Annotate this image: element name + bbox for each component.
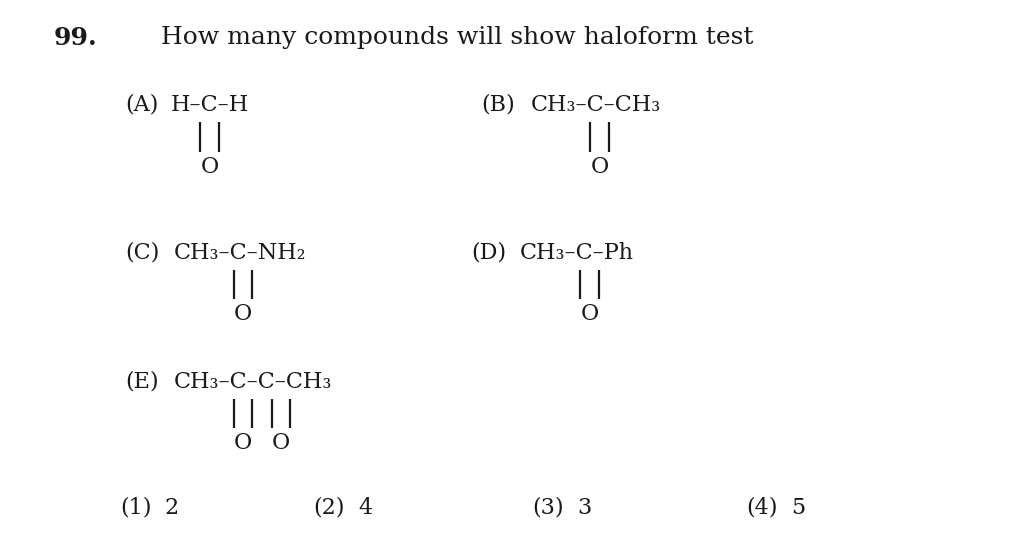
Text: O: O — [581, 304, 598, 325]
Text: 5: 5 — [792, 497, 805, 519]
Text: (A): (A) — [125, 94, 159, 116]
Text: CH₃–C–NH₂: CH₃–C–NH₂ — [174, 242, 306, 264]
Text: (1): (1) — [120, 497, 152, 519]
Text: O: O — [234, 304, 252, 325]
Text: O: O — [201, 156, 219, 178]
Text: 3: 3 — [578, 497, 592, 519]
Text: (4): (4) — [746, 497, 778, 519]
Text: O: O — [591, 156, 608, 178]
Text: 99.: 99. — [53, 26, 97, 50]
Text: How many compounds will show haloform test: How many compounds will show haloform te… — [161, 26, 753, 49]
Text: H–C–H: H–C–H — [171, 94, 249, 116]
Text: (D): (D) — [471, 242, 507, 264]
Text: (3): (3) — [532, 497, 564, 519]
Text: O: O — [271, 432, 290, 454]
Text: CH₃–C–C–CH₃: CH₃–C–C–CH₃ — [174, 371, 332, 393]
Text: CH₃–C–CH₃: CH₃–C–CH₃ — [530, 94, 660, 116]
Text: 4: 4 — [358, 497, 373, 519]
Text: O: O — [234, 432, 252, 454]
Text: (B): (B) — [481, 94, 515, 116]
Text: (C): (C) — [125, 242, 160, 264]
Text: CH₃–C–Ph: CH₃–C–Ph — [520, 242, 634, 264]
Text: (E): (E) — [125, 371, 159, 393]
Text: 2: 2 — [165, 497, 179, 519]
Text: (2): (2) — [313, 497, 345, 519]
